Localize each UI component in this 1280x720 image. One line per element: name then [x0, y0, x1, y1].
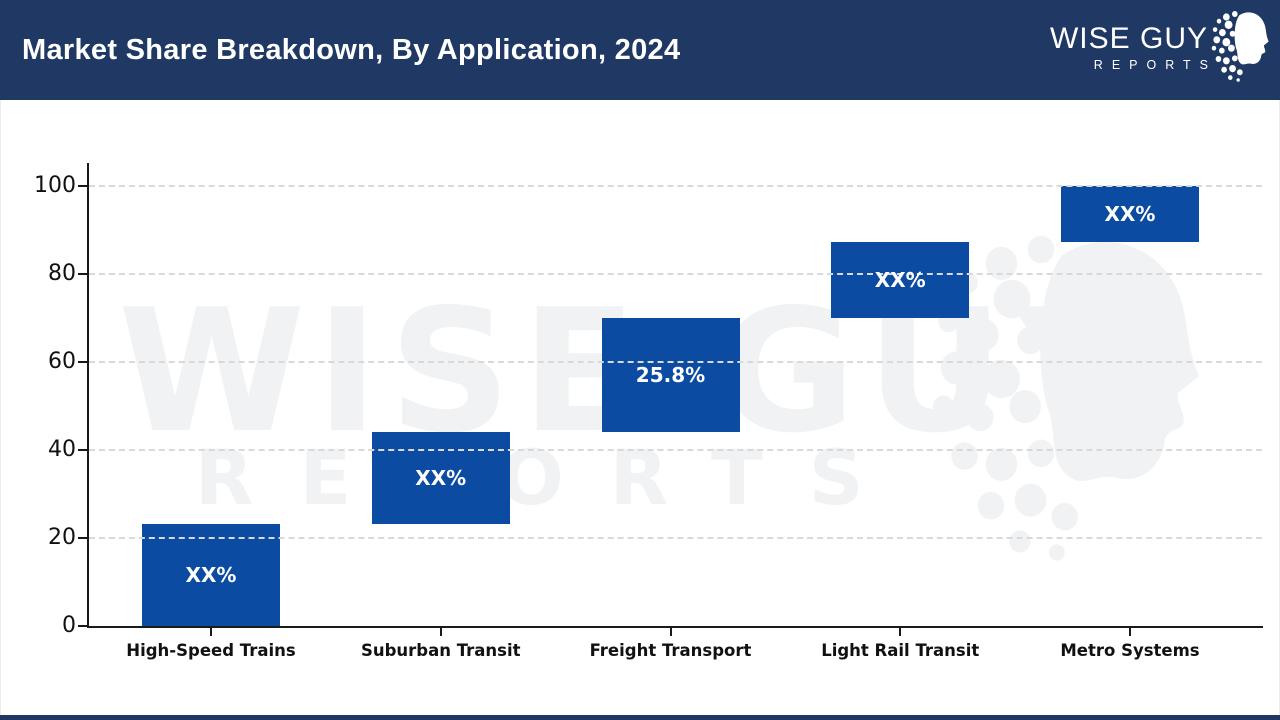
y-tick-label: 20	[48, 525, 76, 550]
wise-guy-face-icon	[1211, 11, 1269, 82]
bar-value-label: XX%	[874, 268, 926, 293]
x-category-label: Suburban Transit	[360, 641, 521, 660]
y-axis-line	[87, 163, 89, 628]
y-tick-mark	[78, 625, 87, 627]
gridline	[89, 273, 1262, 275]
header-bar: Market Share Breakdown, By Application, …	[0, 0, 1280, 100]
x-tick-mark	[210, 628, 212, 636]
y-tick-mark	[78, 185, 87, 187]
x-tick-mark	[899, 628, 902, 636]
x-axis-line	[87, 626, 1263, 628]
bar-value-label: XX%	[415, 465, 467, 490]
bar-value-label: XX%	[185, 562, 237, 587]
gridline	[89, 361, 1262, 363]
y-tick-label: 40	[48, 437, 76, 462]
x-category-label: Freight Transport	[589, 641, 752, 660]
bar	[831, 241, 970, 319]
wise-guy-logo: WISE GUY REPORTS	[1050, 8, 1272, 86]
gridline	[89, 537, 1262, 539]
y-tick-mark	[78, 361, 87, 363]
x-category-label: Metro Systems	[1060, 641, 1200, 660]
x-category-label: High-Speed Trains	[126, 641, 296, 660]
logo-wiseguy-label: WISE GUY	[1049, 22, 1208, 56]
y-tick-mark	[78, 449, 87, 451]
gridline	[89, 185, 1262, 187]
footer-bar	[0, 715, 1280, 720]
bar	[1061, 186, 1199, 242]
logo-text: WISE GUY REPORTS	[1050, 22, 1208, 72]
bar-value-label: 25.8%	[635, 363, 706, 388]
page-title: Market Share Breakdown, By Application, …	[22, 34, 681, 66]
y-tick-mark	[78, 537, 87, 539]
x-tick-mark	[439, 628, 442, 636]
watermark-reports-text: REPORTS	[195, 433, 910, 522]
x-tick-mark	[669, 628, 672, 636]
y-tick-label: 0	[62, 613, 76, 638]
gridline	[89, 449, 1262, 451]
y-tick-mark	[78, 273, 87, 275]
bar	[601, 318, 740, 432]
y-tick-label: 100	[34, 173, 76, 198]
bar	[371, 431, 510, 524]
x-category-label: Light Rail Transit	[821, 641, 980, 660]
bar	[142, 523, 280, 626]
logo-reports-label: REPORTS	[1093, 57, 1217, 72]
y-tick-label: 80	[48, 261, 76, 286]
bar-value-label: XX%	[1104, 201, 1156, 226]
y-tick-label: 60	[48, 349, 76, 374]
x-tick-mark	[1129, 628, 1131, 636]
